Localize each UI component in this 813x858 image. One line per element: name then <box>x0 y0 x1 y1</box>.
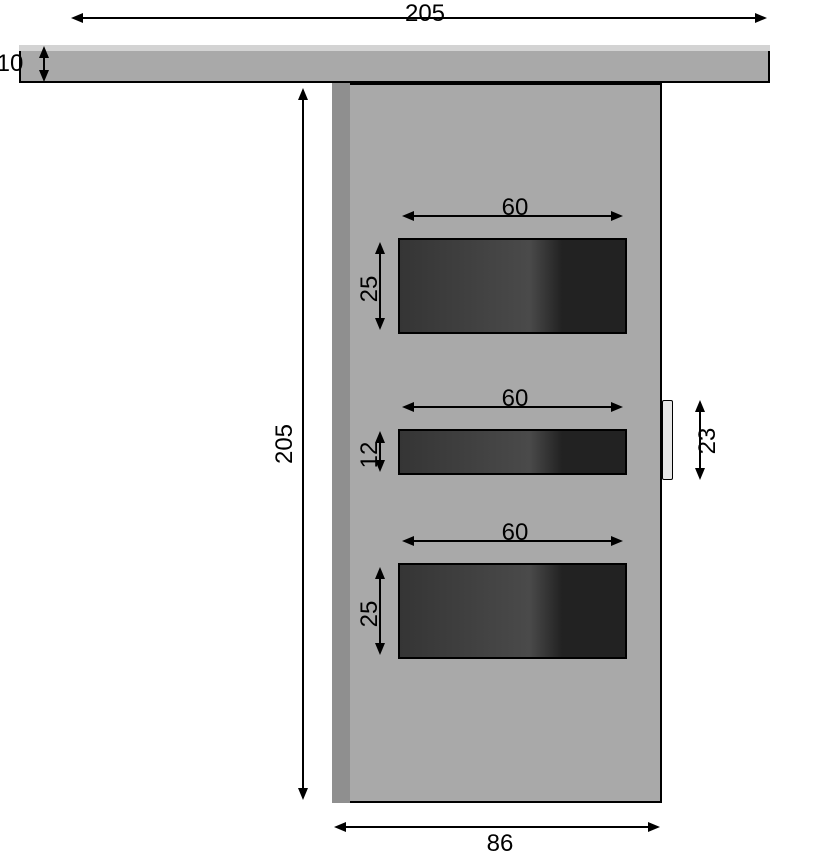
dim-panel2-height-label: 12 <box>356 435 384 475</box>
dim-handle-height-label: 23 <box>694 421 722 461</box>
diagram-stage: 205 10 205 86 23 60 25 60 12 60 25 <box>0 0 813 856</box>
dim-rail-height-label: 10 <box>0 50 30 78</box>
dimension-arrows <box>0 0 813 856</box>
dim-panel2-width-label: 60 <box>495 385 535 413</box>
dim-door-height-label: 205 <box>271 414 299 474</box>
dim-panel3-height-label: 25 <box>356 594 384 634</box>
dim-panel1-width-label: 60 <box>495 194 535 222</box>
dim-panel1-height-label: 25 <box>356 269 384 309</box>
dim-panel3-width-label: 60 <box>495 519 535 547</box>
dim-rail-width-label: 205 <box>395 0 455 28</box>
dim-door-width-label: 86 <box>475 830 525 858</box>
